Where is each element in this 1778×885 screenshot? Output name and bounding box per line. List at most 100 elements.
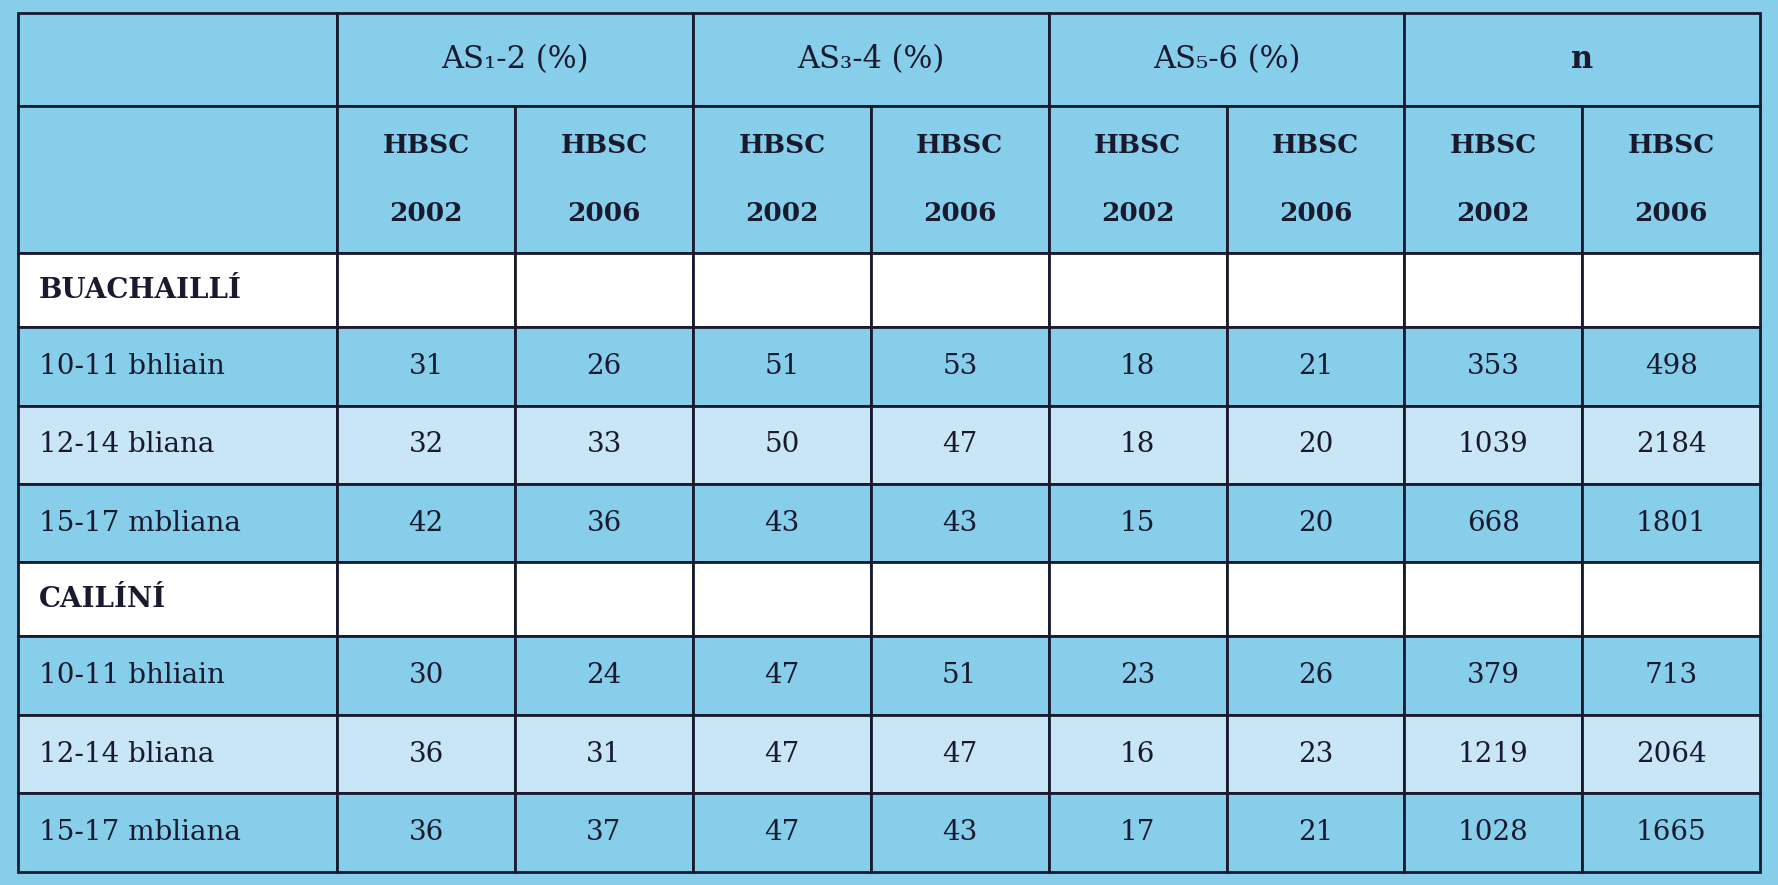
Bar [1582, 715, 1760, 793]
Bar [516, 715, 693, 793]
Bar [338, 484, 516, 563]
Bar [1227, 253, 1405, 327]
Bar [693, 484, 871, 563]
Text: 24: 24 [587, 662, 622, 689]
Text: 20: 20 [1298, 510, 1334, 537]
Text: 2002: 2002 [745, 201, 818, 226]
Bar [693, 327, 871, 405]
Bar [1405, 327, 1582, 405]
Text: HBSC: HBSC [1627, 133, 1716, 158]
Bar [1049, 715, 1227, 793]
Text: 379: 379 [1467, 662, 1520, 689]
Text: 31: 31 [587, 741, 622, 767]
Bar [871, 327, 1049, 405]
Bar [1582, 563, 1760, 636]
Bar [1405, 484, 1582, 563]
Bar [693, 253, 871, 327]
Text: 30: 30 [409, 662, 444, 689]
Text: 15-17 mbliana: 15-17 mbliana [39, 819, 242, 846]
Text: 23: 23 [1120, 662, 1156, 689]
Text: 15: 15 [1120, 510, 1156, 537]
Bar [1582, 484, 1760, 563]
Bar [1227, 563, 1405, 636]
Text: 31: 31 [409, 353, 444, 380]
Bar [1405, 405, 1582, 484]
Bar [693, 636, 871, 715]
Text: 36: 36 [409, 741, 444, 767]
Bar [693, 563, 871, 636]
Bar [1405, 793, 1582, 872]
Bar [18, 715, 338, 793]
Text: 1028: 1028 [1458, 819, 1529, 846]
Text: 33: 33 [587, 431, 622, 458]
Bar [1582, 636, 1760, 715]
Bar [693, 405, 871, 484]
Text: 47: 47 [942, 741, 978, 767]
Bar [871, 405, 1049, 484]
Text: 2006: 2006 [923, 201, 996, 226]
Bar [1227, 636, 1405, 715]
Text: 12-14 bliana: 12-14 bliana [39, 431, 215, 458]
Text: 50: 50 [765, 431, 800, 458]
Text: 20: 20 [1298, 431, 1334, 458]
Bar [338, 715, 516, 793]
Bar [1049, 563, 1227, 636]
Bar [1405, 636, 1582, 715]
Bar [871, 484, 1049, 563]
Text: 36: 36 [587, 510, 622, 537]
Text: 353: 353 [1467, 353, 1520, 380]
Text: 53: 53 [942, 353, 978, 380]
Text: 1039: 1039 [1458, 431, 1529, 458]
Bar [1405, 105, 1582, 253]
Bar [338, 13, 693, 105]
Text: 51: 51 [765, 353, 800, 380]
Text: HBSC: HBSC [1271, 133, 1358, 158]
Text: 2006: 2006 [567, 201, 640, 226]
Text: 51: 51 [942, 662, 978, 689]
Text: n: n [1572, 44, 1593, 75]
Text: 498: 498 [1645, 353, 1698, 380]
Bar [516, 327, 693, 405]
Text: HBSC: HBSC [1449, 133, 1536, 158]
Text: 47: 47 [765, 741, 800, 767]
Bar [1049, 793, 1227, 872]
Text: 1665: 1665 [1636, 819, 1707, 846]
Text: 43: 43 [942, 819, 978, 846]
Bar [18, 484, 338, 563]
Text: 10-11 bhliain: 10-11 bhliain [39, 353, 226, 380]
Text: 23: 23 [1298, 741, 1334, 767]
Bar [1227, 484, 1405, 563]
Text: 21: 21 [1298, 819, 1334, 846]
Text: 47: 47 [765, 662, 800, 689]
Bar [516, 563, 693, 636]
Bar [871, 563, 1049, 636]
Bar [516, 793, 693, 872]
Bar [516, 253, 693, 327]
Bar [1227, 793, 1405, 872]
Text: CAILÍNÍ: CAILÍNÍ [39, 586, 165, 613]
Bar [1049, 484, 1227, 563]
Text: 2002: 2002 [389, 201, 462, 226]
Bar [693, 715, 871, 793]
Bar [18, 13, 338, 105]
Bar [18, 793, 338, 872]
Text: 42: 42 [409, 510, 444, 537]
Bar [516, 484, 693, 563]
Bar [871, 715, 1049, 793]
Bar [1227, 105, 1405, 253]
Bar [338, 405, 516, 484]
Text: 37: 37 [587, 819, 622, 846]
Text: HBSC: HBSC [560, 133, 647, 158]
Text: 1801: 1801 [1636, 510, 1707, 537]
Bar [1227, 327, 1405, 405]
Bar [1049, 327, 1227, 405]
Bar [18, 563, 338, 636]
Text: 10-11 bhliain: 10-11 bhliain [39, 662, 226, 689]
Text: AS₃-4 (%): AS₃-4 (%) [797, 44, 944, 75]
Bar [871, 636, 1049, 715]
Bar [338, 563, 516, 636]
Bar [1405, 253, 1582, 327]
Bar [516, 636, 693, 715]
Bar [693, 13, 1049, 105]
Text: 17: 17 [1120, 819, 1156, 846]
